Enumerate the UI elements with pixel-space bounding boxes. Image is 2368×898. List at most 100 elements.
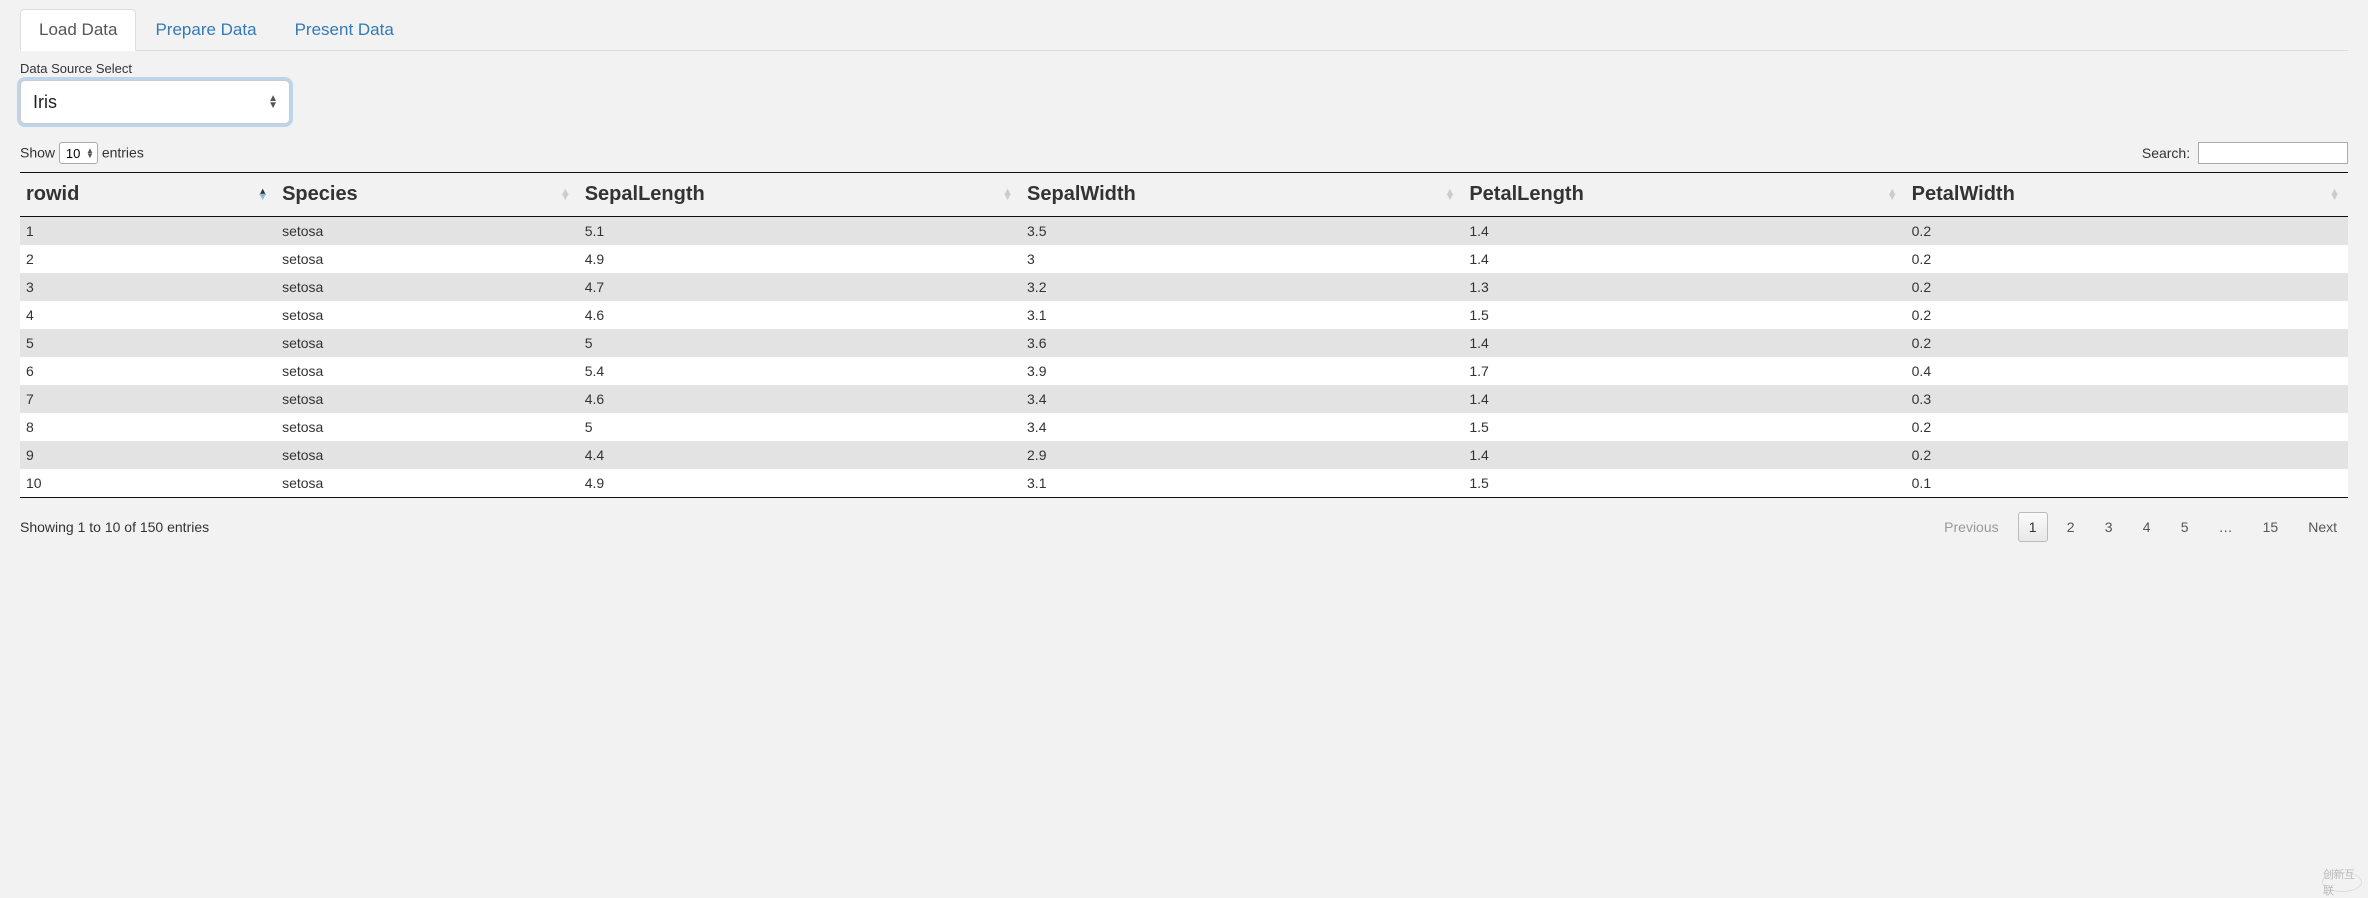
table-row: 9setosa4.42.91.40.2 xyxy=(20,441,2348,469)
table-header-row: rowid▲▼Species▲▼SepalLength▲▼SepalWidth▲… xyxy=(20,173,2348,217)
pagination-page[interactable]: 2 xyxy=(2056,512,2086,542)
table-cell: setosa xyxy=(276,441,579,469)
table-cell: 3 xyxy=(1021,245,1463,273)
tab-bar: Load DataPrepare DataPresent Data xyxy=(20,8,2348,51)
table-cell: 0.3 xyxy=(1906,385,2348,413)
table-cell: 1.7 xyxy=(1463,357,1905,385)
table-cell: setosa xyxy=(276,413,579,441)
table-cell: 8 xyxy=(20,413,276,441)
table-controls-top: Show 10 ▲▼ entries Search: xyxy=(20,142,2348,164)
table-cell: 9 xyxy=(20,441,276,469)
tab-prepare-data[interactable]: Prepare Data xyxy=(136,9,275,51)
table-cell: setosa xyxy=(276,217,579,246)
table-cell: 1.4 xyxy=(1463,329,1905,357)
source-select[interactable]: Iris xyxy=(20,80,290,124)
table-cell: 5.1 xyxy=(579,217,1021,246)
column-header-petalwidth[interactable]: PetalWidth ▲▼ xyxy=(1906,173,2348,217)
tab-load-data[interactable]: Load Data xyxy=(20,9,136,51)
table-cell: 1.5 xyxy=(1463,301,1905,329)
pagination-previous[interactable]: Previous xyxy=(1933,512,2009,542)
column-header-petallength[interactable]: PetalLength ▲▼ xyxy=(1463,173,1905,217)
table-cell: 2 xyxy=(20,245,276,273)
show-suffix: entries xyxy=(102,145,144,161)
column-label: PetalLength xyxy=(1469,183,1583,205)
table-cell: 4.4 xyxy=(579,441,1021,469)
table-cell: 4.6 xyxy=(579,385,1021,413)
column-label: PetalWidth xyxy=(1912,183,2015,205)
pagination-page[interactable]: 5 xyxy=(2170,512,2200,542)
table-cell: 1.4 xyxy=(1463,441,1905,469)
column-header-rowid[interactable]: rowid ▲▼ xyxy=(20,173,276,217)
table-cell: 4 xyxy=(20,301,276,329)
data-table: rowid▲▼Species▲▼SepalLength▲▼SepalWidth▲… xyxy=(20,172,2348,498)
table-cell: 1.5 xyxy=(1463,469,1905,498)
pagination-page[interactable]: 4 xyxy=(2132,512,2162,542)
table-row: 3setosa4.73.21.30.2 xyxy=(20,273,2348,301)
table-cell: setosa xyxy=(276,245,579,273)
table-cell: 0.2 xyxy=(1906,273,2348,301)
table-cell: 0.2 xyxy=(1906,413,2348,441)
table-cell: 0.2 xyxy=(1906,301,2348,329)
table-cell: 0.2 xyxy=(1906,245,2348,273)
table-cell: 1 xyxy=(20,217,276,246)
table-cell: 3.4 xyxy=(1021,413,1463,441)
table-cell: 3.5 xyxy=(1021,217,1463,246)
table-cell: setosa xyxy=(276,301,579,329)
column-header-sepalwidth[interactable]: SepalWidth ▲▼ xyxy=(1021,173,1463,217)
table-cell: 1.3 xyxy=(1463,273,1905,301)
search-label: Search: xyxy=(2142,145,2190,161)
table-controls-bottom: Showing 1 to 10 of 150 entries Previous 1… xyxy=(20,512,2348,542)
sort-icon: ▲▼ xyxy=(257,189,268,201)
table-body: 1setosa5.13.51.40.22setosa4.931.40.23set… xyxy=(20,217,2348,498)
table-cell: 3.2 xyxy=(1021,273,1463,301)
pagination-page[interactable]: 3 xyxy=(2094,512,2124,542)
pagination: Previous12345…15Next xyxy=(1933,512,2348,542)
table-cell: 4.6 xyxy=(579,301,1021,329)
tab-present-data[interactable]: Present Data xyxy=(276,9,413,51)
table-cell: 0.4 xyxy=(1906,357,2348,385)
entries-select[interactable]: 10 xyxy=(59,142,98,164)
pagination-page[interactable]: 1 xyxy=(2018,512,2048,542)
table-row: 1setosa5.13.51.40.2 xyxy=(20,217,2348,246)
column-label: Species xyxy=(282,183,358,205)
table-row: 8setosa53.41.50.2 xyxy=(20,413,2348,441)
table-row: 5setosa53.61.40.2 xyxy=(20,329,2348,357)
table-cell: 7 xyxy=(20,385,276,413)
table-row: 10setosa4.93.11.50.1 xyxy=(20,469,2348,498)
table-cell: 5 xyxy=(579,329,1021,357)
table-cell: 0.1 xyxy=(1906,469,2348,498)
sort-icon: ▲▼ xyxy=(1887,189,1898,201)
table-cell: setosa xyxy=(276,329,579,357)
table-cell: 5.4 xyxy=(579,357,1021,385)
table-info: Showing 1 to 10 of 150 entries xyxy=(20,519,209,535)
table-cell: 3.4 xyxy=(1021,385,1463,413)
show-prefix: Show xyxy=(20,145,55,161)
table-cell: setosa xyxy=(276,357,579,385)
column-label: rowid xyxy=(26,183,79,205)
pagination-page[interactable]: 15 xyxy=(2252,512,2290,542)
column-label: SepalWidth xyxy=(1027,183,1136,205)
table-row: 4setosa4.63.11.50.2 xyxy=(20,301,2348,329)
table-cell: 1.4 xyxy=(1463,385,1905,413)
table-cell: 1.4 xyxy=(1463,217,1905,246)
table-cell: setosa xyxy=(276,385,579,413)
sort-icon: ▲▼ xyxy=(2329,189,2340,201)
table-row: 6setosa5.43.91.70.4 xyxy=(20,357,2348,385)
search-input[interactable] xyxy=(2198,142,2348,164)
column-header-sepallength[interactable]: SepalLength▲▼ xyxy=(579,173,1021,217)
table-cell: 10 xyxy=(20,469,276,498)
table-cell: setosa xyxy=(276,469,579,498)
table-cell: 4.9 xyxy=(579,245,1021,273)
sort-icon: ▲▼ xyxy=(1444,189,1455,201)
table-row: 2setosa4.931.40.2 xyxy=(20,245,2348,273)
sort-icon: ▲▼ xyxy=(1002,189,1013,201)
table-cell: 0.2 xyxy=(1906,441,2348,469)
table-cell: 5 xyxy=(20,329,276,357)
show-entries: Show 10 ▲▼ entries xyxy=(20,142,144,164)
column-header-species[interactable]: Species▲▼ xyxy=(276,173,579,217)
pagination-next[interactable]: Next xyxy=(2297,512,2348,542)
table-cell: 4.9 xyxy=(579,469,1021,498)
table-cell: 6 xyxy=(20,357,276,385)
table-row: 7setosa4.63.41.40.3 xyxy=(20,385,2348,413)
watermark-badge: 创新互联 xyxy=(2322,872,2362,892)
